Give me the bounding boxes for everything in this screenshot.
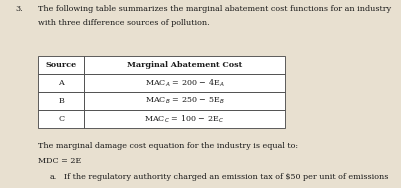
Text: B: B xyxy=(58,97,64,105)
Text: MDC = 2E: MDC = 2E xyxy=(38,157,81,165)
Bar xyxy=(38,74,84,92)
Bar xyxy=(38,56,84,74)
Bar xyxy=(84,74,285,92)
Text: The marginal damage cost equation for the industry is equal to:: The marginal damage cost equation for th… xyxy=(38,142,298,150)
Bar xyxy=(84,92,285,110)
Text: a.: a. xyxy=(50,173,57,181)
Text: Source: Source xyxy=(46,61,77,69)
Text: A: A xyxy=(58,79,64,87)
Text: 3.: 3. xyxy=(15,5,23,13)
Text: MAC$_C$ = 100 − 2E$_C$: MAC$_C$ = 100 − 2E$_C$ xyxy=(144,113,225,125)
Text: with three difference sources of pollution.: with three difference sources of polluti… xyxy=(38,19,210,27)
Text: MAC$_A$ = 200 − 4E$_A$: MAC$_A$ = 200 − 4E$_A$ xyxy=(145,77,224,89)
Text: Marginal Abatement Cost: Marginal Abatement Cost xyxy=(127,61,242,69)
Text: The following table summarizes the marginal abatement cost functions for an indu: The following table summarizes the margi… xyxy=(38,5,391,13)
Text: If the regulatory authority charged an emission tax of $50 per unit of emissions: If the regulatory authority charged an e… xyxy=(64,173,389,181)
Bar xyxy=(38,110,84,128)
Bar xyxy=(84,110,285,128)
Text: MAC$_B$ = 250 − 5E$_B$: MAC$_B$ = 250 − 5E$_B$ xyxy=(145,96,224,106)
Text: C: C xyxy=(58,115,64,123)
Bar xyxy=(84,56,285,74)
Bar xyxy=(38,92,84,110)
